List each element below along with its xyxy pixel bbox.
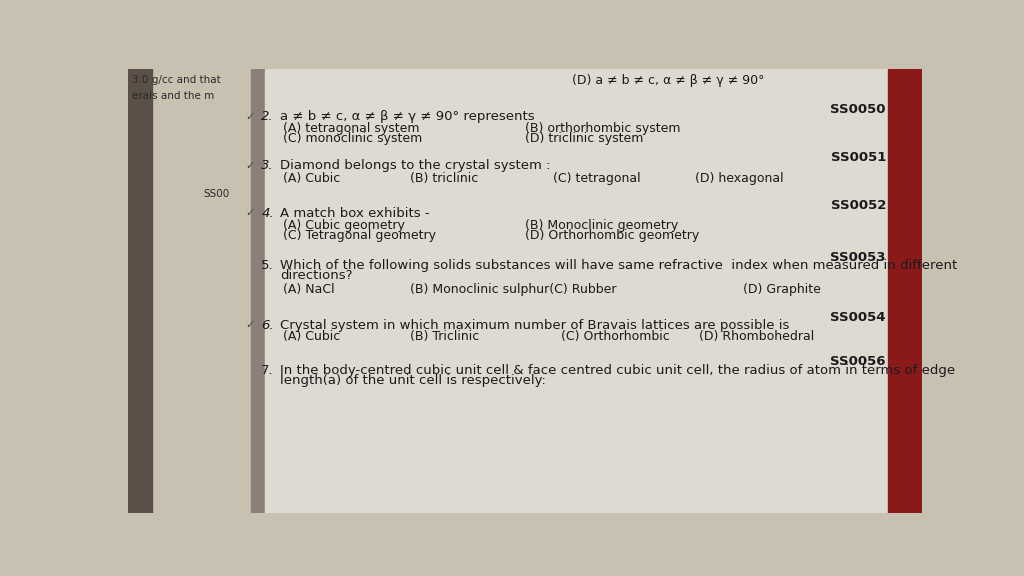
- Text: 5.: 5.: [261, 259, 274, 272]
- Text: (D) Graphite: (D) Graphite: [743, 283, 821, 295]
- Text: ✓: ✓: [246, 161, 255, 171]
- Bar: [251, 69, 265, 513]
- Text: directions?: directions?: [281, 269, 353, 282]
- Text: SS0051: SS0051: [830, 151, 886, 164]
- Text: SS0053: SS0053: [830, 251, 886, 264]
- Text: (B) orthorhombic system: (B) orthorhombic system: [524, 122, 680, 135]
- Text: length(a) of the unit cell is respectively:: length(a) of the unit cell is respective…: [281, 374, 546, 387]
- Text: (B) triclinic: (B) triclinic: [410, 172, 478, 185]
- Text: 3.: 3.: [261, 160, 274, 172]
- Text: (D) triclinic system: (D) triclinic system: [524, 132, 643, 145]
- Text: (C) monoclinic system: (C) monoclinic system: [283, 132, 422, 145]
- Text: (D) Rhombohedral: (D) Rhombohedral: [699, 329, 815, 343]
- Bar: [265, 69, 888, 513]
- Text: (C) Tetragonal geometry: (C) Tetragonal geometry: [283, 229, 436, 242]
- Text: 6.: 6.: [261, 319, 274, 332]
- Text: SS00: SS00: [204, 189, 229, 199]
- Text: 4.: 4.: [261, 207, 274, 220]
- Text: ✓: ✓: [246, 209, 255, 218]
- Text: 2.: 2.: [261, 110, 274, 123]
- Text: (C) Orthorhombic: (C) Orthorhombic: [560, 329, 670, 343]
- Text: erals and the m: erals and the m: [132, 91, 214, 101]
- Text: (D) Orthorhombic geometry: (D) Orthorhombic geometry: [524, 229, 699, 242]
- Bar: [128, 69, 251, 513]
- Text: (A) tetragonal system: (A) tetragonal system: [283, 122, 419, 135]
- Text: 7.: 7.: [261, 364, 274, 377]
- Text: (B) Triclinic: (B) Triclinic: [410, 329, 479, 343]
- Text: In the body-centred cubic unit cell & face centred cubic unit cell, the radius o: In the body-centred cubic unit cell & fa…: [281, 364, 955, 377]
- Text: (D) hexagonal: (D) hexagonal: [695, 172, 784, 185]
- Text: (A) Cubic: (A) Cubic: [283, 172, 340, 185]
- Text: Crystal system in which maximum number of Bravais lattices are possible is: Crystal system in which maximum number o…: [281, 319, 790, 332]
- Text: (D) a ≠ b ≠ c, α ≠ β ≠ γ ≠ 90°: (D) a ≠ b ≠ c, α ≠ β ≠ γ ≠ 90°: [572, 74, 765, 88]
- Text: SS0052: SS0052: [830, 199, 886, 212]
- Text: (B) Monoclinic geometry: (B) Monoclinic geometry: [524, 219, 678, 232]
- Text: a ≠ b ≠ c, α ≠ β ≠ γ ≠ 90° represents: a ≠ b ≠ c, α ≠ β ≠ γ ≠ 90° represents: [281, 110, 535, 123]
- Text: (A) NaCl: (A) NaCl: [283, 283, 335, 295]
- Bar: [888, 69, 922, 513]
- Text: SS0056: SS0056: [830, 355, 886, 368]
- Text: A match box exhibits -: A match box exhibits -: [281, 207, 430, 220]
- Text: (C) tetragonal: (C) tetragonal: [553, 172, 640, 185]
- Text: SS0050: SS0050: [830, 104, 886, 116]
- Text: ✓: ✓: [246, 320, 255, 330]
- Text: Diamond belongs to the crystal system :: Diamond belongs to the crystal system :: [281, 160, 551, 172]
- Text: SS0054: SS0054: [830, 310, 886, 324]
- Text: (A) Cubic: (A) Cubic: [283, 329, 340, 343]
- Text: (A) Cubic geometry: (A) Cubic geometry: [283, 219, 404, 232]
- Text: Which of the following solids substances will have same refractive  index when m: Which of the following solids substances…: [281, 259, 957, 272]
- Text: ✓: ✓: [246, 112, 255, 122]
- Text: 3.0 g/cc and that: 3.0 g/cc and that: [132, 75, 221, 85]
- Bar: [128, 69, 152, 513]
- Text: (B) Monoclinic sulphur(C) Rubber: (B) Monoclinic sulphur(C) Rubber: [410, 283, 616, 295]
